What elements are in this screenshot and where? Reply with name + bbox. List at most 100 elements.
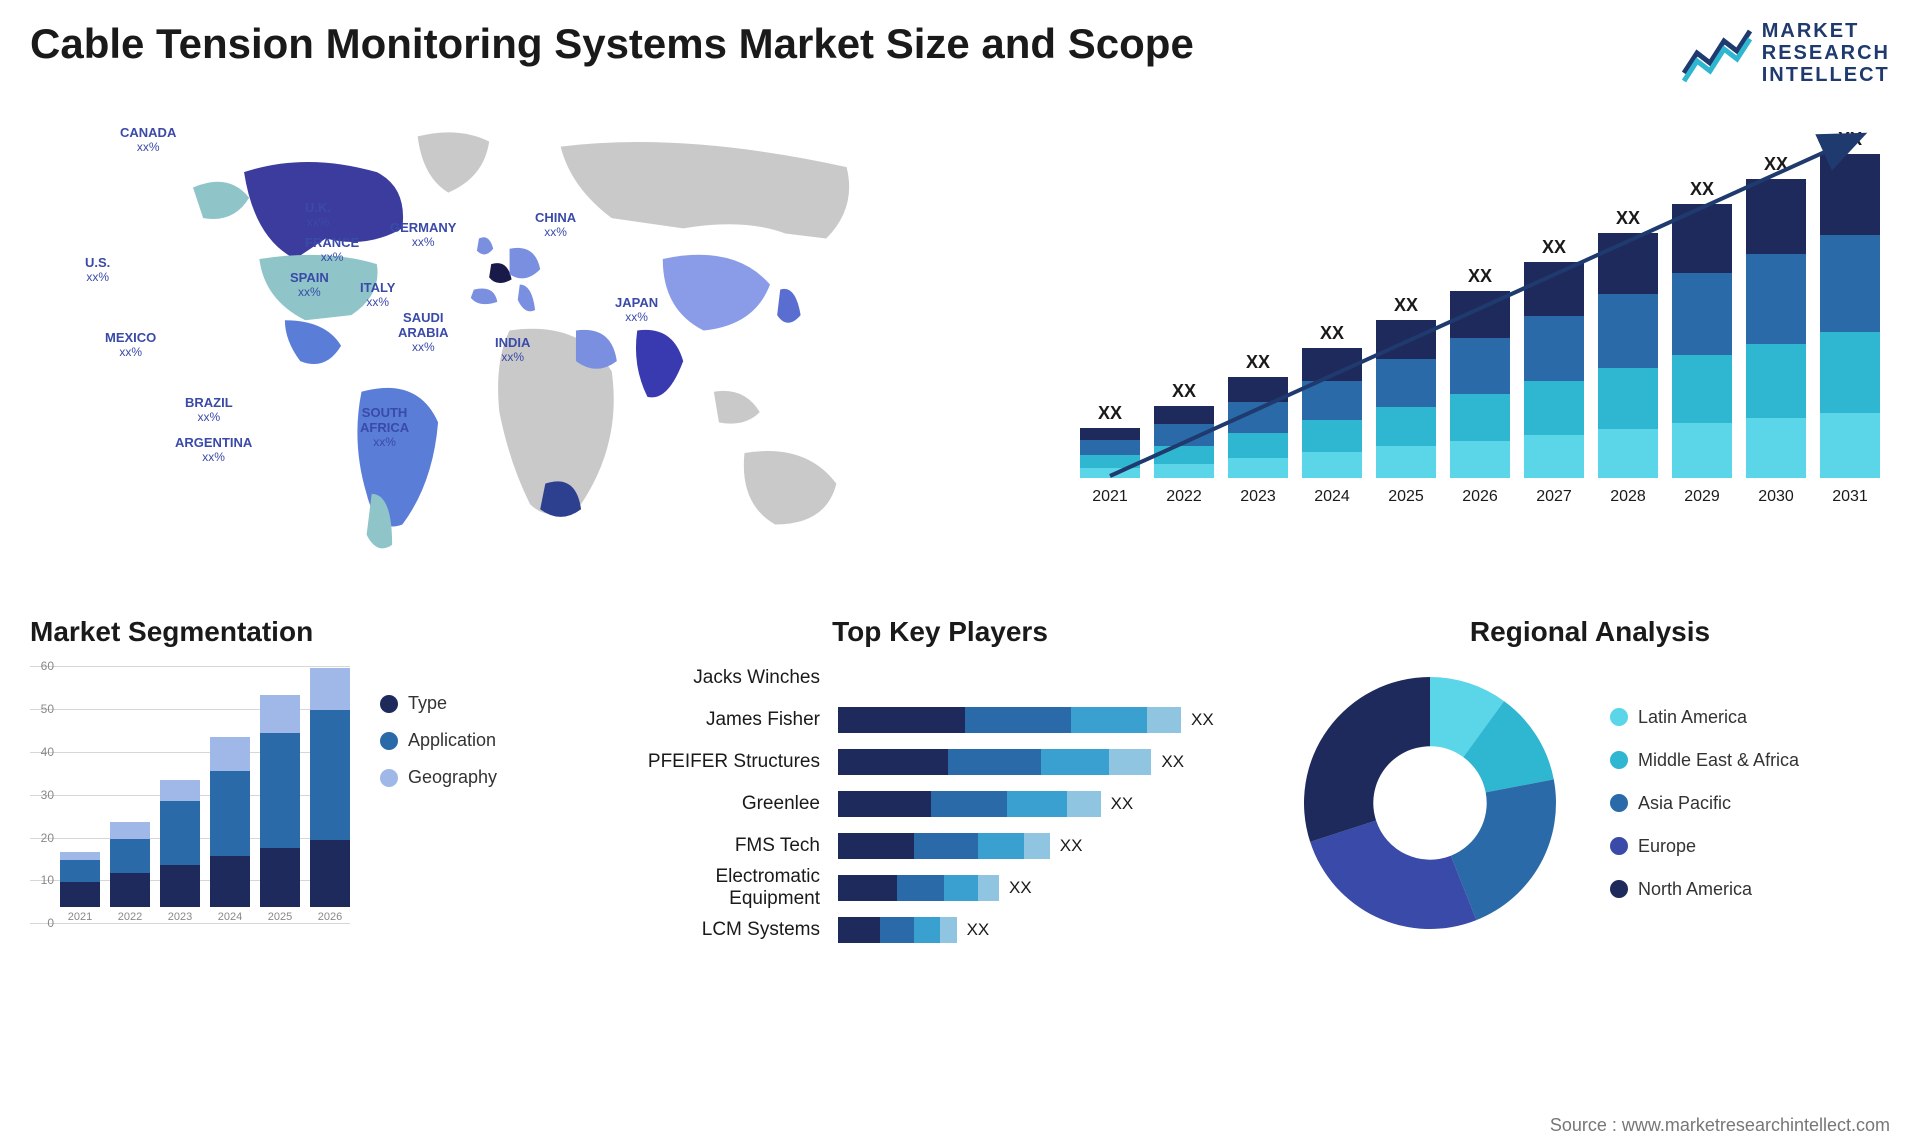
regional-panel: Regional Analysis Latin AmericaMiddle Ea… xyxy=(1290,616,1890,996)
forecast-value-label: XX xyxy=(1764,154,1788,175)
segmentation-chart: 0102030405060 202120222023202420252026 xyxy=(30,663,350,943)
forecast-bar-stack xyxy=(1080,428,1140,478)
key-player-segment xyxy=(1067,791,1101,817)
key-player-value: XX xyxy=(1161,752,1184,772)
forecast-value-label: XX xyxy=(1542,237,1566,258)
legend-label: Geography xyxy=(408,767,497,788)
map-region xyxy=(285,320,341,364)
key-player-segment xyxy=(880,917,914,943)
key-player-value: XX xyxy=(1009,878,1032,898)
forecast-year-label: 2025 xyxy=(1388,488,1424,506)
segmentation-segment xyxy=(310,668,350,710)
forecast-bar-segment xyxy=(1302,420,1362,452)
key-player-row: PFEIFER StructuresXX xyxy=(630,747,1250,777)
map-region xyxy=(663,255,770,331)
forecast-bar-segment xyxy=(1228,433,1288,458)
forecast-bar-segment xyxy=(1524,262,1584,316)
forecast-bar-segment xyxy=(1154,424,1214,446)
legend-item: Middle East & Africa xyxy=(1610,750,1799,771)
key-player-segment xyxy=(978,875,999,901)
segmentation-segment xyxy=(310,840,350,907)
segmentation-segment xyxy=(160,801,200,865)
legend-item: North America xyxy=(1610,879,1799,900)
forecast-bar-2026: XX2026 xyxy=(1450,266,1510,506)
forecast-bar-segment xyxy=(1154,446,1214,464)
y-tick-label: 50 xyxy=(41,702,54,716)
forecast-bar-2030: XX2030 xyxy=(1746,154,1806,506)
segmentation-panel: Market Segmentation 0102030405060 202120… xyxy=(30,616,590,996)
map-region xyxy=(471,288,498,304)
legend-swatch xyxy=(1610,837,1628,855)
y-tick-label: 60 xyxy=(41,659,54,673)
legend-item: Europe xyxy=(1610,836,1799,857)
forecast-bar-stack xyxy=(1820,154,1880,478)
key-players-panel: Top Key Players Jacks WinchesJames Fishe… xyxy=(630,616,1250,996)
key-player-segment xyxy=(1007,791,1066,817)
forecast-bar-segment xyxy=(1450,441,1510,478)
segmentation-legend: TypeApplicationGeography xyxy=(380,693,497,943)
map-label-canada: CANADAxx% xyxy=(120,126,176,155)
segmentation-year-label: 2026 xyxy=(318,911,342,923)
legend-label: Middle East & Africa xyxy=(1638,750,1799,771)
forecast-bar-segment xyxy=(1746,254,1806,344)
map-region xyxy=(510,248,541,278)
segmentation-bar-2023: 2023 xyxy=(160,668,200,923)
forecast-bar-segment xyxy=(1524,435,1584,478)
map-label-france: FRANCExx% xyxy=(305,236,359,265)
logo-line1: MARKET xyxy=(1762,20,1890,42)
segmentation-segment xyxy=(110,822,150,839)
forecast-bar-segment xyxy=(1154,406,1214,424)
forecast-bar-segment xyxy=(1302,452,1362,478)
legend-label: North America xyxy=(1638,879,1752,900)
y-tick-label: 10 xyxy=(41,873,54,887)
forecast-bar-2027: XX2027 xyxy=(1524,237,1584,506)
forecast-value-label: XX xyxy=(1690,179,1714,200)
key-player-segment xyxy=(914,917,939,943)
key-player-name: FMS Tech xyxy=(630,835,830,857)
bottom-row: Market Segmentation 0102030405060 202120… xyxy=(30,616,1890,996)
segmentation-bar-2024: 2024 xyxy=(210,668,250,923)
forecast-bar-segment xyxy=(1450,291,1510,338)
forecast-bar-segment xyxy=(1376,320,1436,360)
forecast-bar-stack xyxy=(1154,406,1214,478)
brand-logo: MARKET RESEARCH INTELLECT xyxy=(1682,20,1890,86)
segmentation-segment xyxy=(260,848,300,908)
key-player-segment xyxy=(838,917,880,943)
key-player-bar-wrap: XX xyxy=(838,707,1250,733)
segmentation-segment xyxy=(160,780,200,801)
forecast-bar-segment xyxy=(1820,332,1880,413)
forecast-bar-segment xyxy=(1376,359,1436,407)
key-player-value: XX xyxy=(1191,710,1214,730)
key-player-bar xyxy=(838,875,999,901)
map-region xyxy=(477,237,493,254)
forecast-bar-segment xyxy=(1672,273,1732,355)
y-tick-label: 30 xyxy=(41,788,54,802)
key-player-segment xyxy=(1071,707,1147,733)
legend-label: Latin America xyxy=(1638,707,1747,728)
forecast-bar-stack xyxy=(1228,377,1288,478)
segmentation-bar-stack xyxy=(60,852,100,907)
forecast-year-label: 2021 xyxy=(1092,488,1128,506)
legend-swatch xyxy=(1610,751,1628,769)
key-player-row: LCM SystemsXX xyxy=(630,915,1250,945)
logo-icon xyxy=(1682,23,1752,83)
forecast-bar-2022: XX2022 xyxy=(1154,381,1214,506)
forecast-bar-segment xyxy=(1820,413,1880,478)
y-tick-label: 0 xyxy=(47,916,54,930)
forecast-bar-segment xyxy=(1228,458,1288,478)
forecast-bar-segment xyxy=(1450,394,1510,441)
segmentation-year-label: 2023 xyxy=(168,911,192,923)
segmentation-segment xyxy=(210,856,250,907)
segmentation-segment xyxy=(210,737,250,771)
key-player-bar-wrap: XX xyxy=(838,917,1250,943)
forecast-bar-segment xyxy=(1376,446,1436,478)
key-player-name: James Fisher xyxy=(630,709,830,731)
segmentation-title: Market Segmentation xyxy=(30,616,590,648)
logo-line2: RESEARCH xyxy=(1762,42,1890,64)
forecast-value-label: XX xyxy=(1320,323,1344,344)
legend-item: Geography xyxy=(380,767,497,788)
segmentation-segment xyxy=(210,771,250,856)
key-player-segment xyxy=(1041,749,1109,775)
top-row: CANADAxx%U.S.xx%MEXICOxx%BRAZILxx%ARGENT… xyxy=(30,106,1890,586)
forecast-value-label: XX xyxy=(1098,403,1122,424)
